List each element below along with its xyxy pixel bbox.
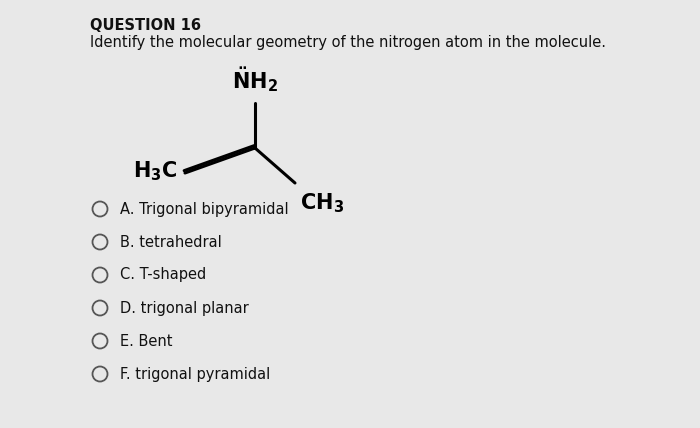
Text: D. trigonal planar: D. trigonal planar	[120, 300, 248, 315]
Text: B. tetrahedral: B. tetrahedral	[120, 235, 222, 250]
Text: F. trigonal pyramidal: F. trigonal pyramidal	[120, 366, 270, 381]
Text: $\mathbf{H_3C}$: $\mathbf{H_3C}$	[132, 159, 177, 183]
Text: Identify the molecular geometry of the nitrogen atom in the molecule.: Identify the molecular geometry of the n…	[90, 35, 606, 50]
Text: $\mathbf{\ddot{N}H_2}$: $\mathbf{\ddot{N}H_2}$	[232, 65, 278, 95]
Text: E. Bent: E. Bent	[120, 333, 172, 348]
Text: $\mathbf{CH_3}$: $\mathbf{CH_3}$	[300, 191, 344, 214]
Text: A. Trigonal bipyramidal: A. Trigonal bipyramidal	[120, 202, 288, 217]
Text: C. T-shaped: C. T-shaped	[120, 268, 206, 282]
Text: QUESTION 16: QUESTION 16	[90, 18, 201, 33]
